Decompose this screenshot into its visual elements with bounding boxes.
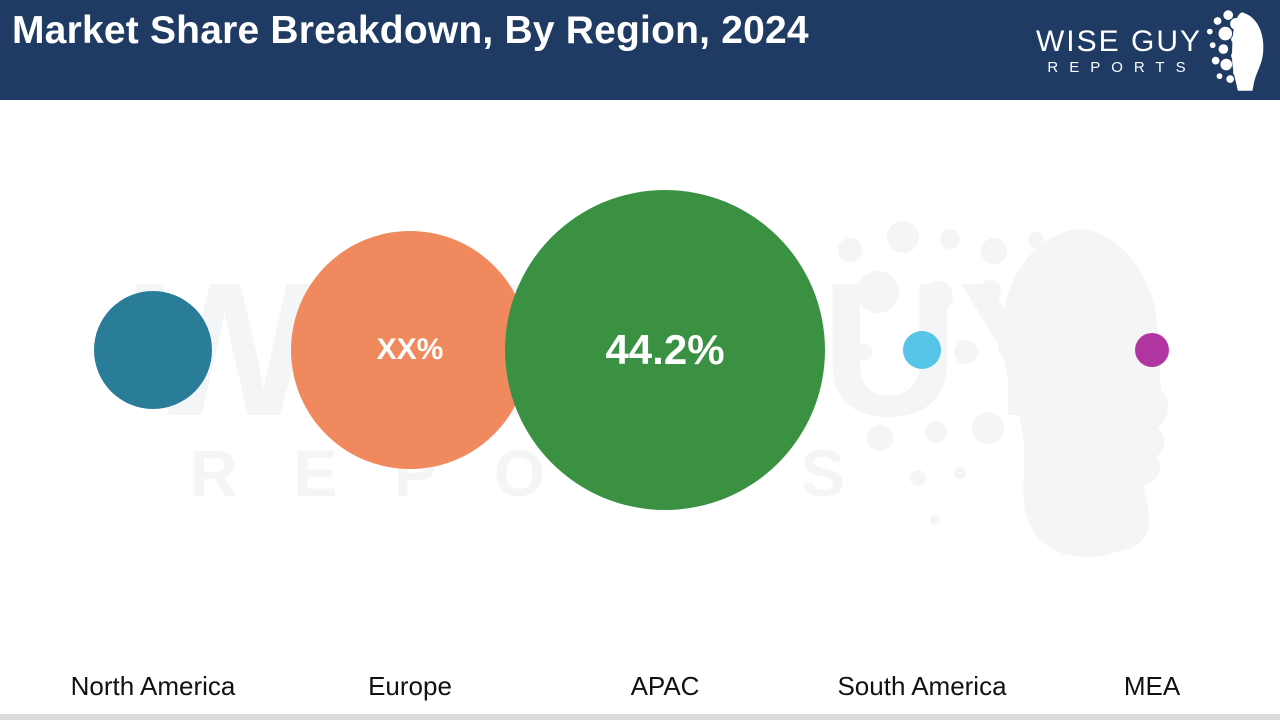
bubble-value-label: 44.2% — [605, 326, 725, 373]
bubble-north-america — [94, 291, 212, 409]
bubble-europe: XX% — [291, 231, 529, 469]
bubble-mea — [1135, 333, 1169, 367]
dotted-face-profile-icon — [1206, 10, 1264, 91]
brand-logo-text: WISE GUY REPORTS — [1036, 25, 1202, 76]
bubble-south-america — [903, 331, 941, 369]
category-label-apac: APAC — [630, 671, 700, 701]
category-label-north-america: North America — [70, 671, 236, 701]
brand-logo: WISE GUY REPORTS — [1036, 10, 1266, 91]
category-label-mea: MEA — [1123, 671, 1181, 701]
category-label-europe: Europe — [368, 671, 452, 701]
brand-subtitle: REPORTS — [1047, 58, 1197, 76]
watermark-head-silhouette — [1001, 229, 1169, 558]
bubble-value-label: XX% — [376, 333, 444, 366]
page-title: Market Share Breakdown, By Region, 2024 — [12, 9, 809, 52]
header-bar: Market Share Breakdown, By Region, 2024 … — [0, 0, 1280, 100]
brand-name: WISE GUY — [1035, 24, 1202, 58]
bubble-apac: 44.2% — [505, 190, 825, 510]
category-label-south-america: South America — [837, 671, 1007, 701]
bottom-divider — [0, 714, 1280, 720]
